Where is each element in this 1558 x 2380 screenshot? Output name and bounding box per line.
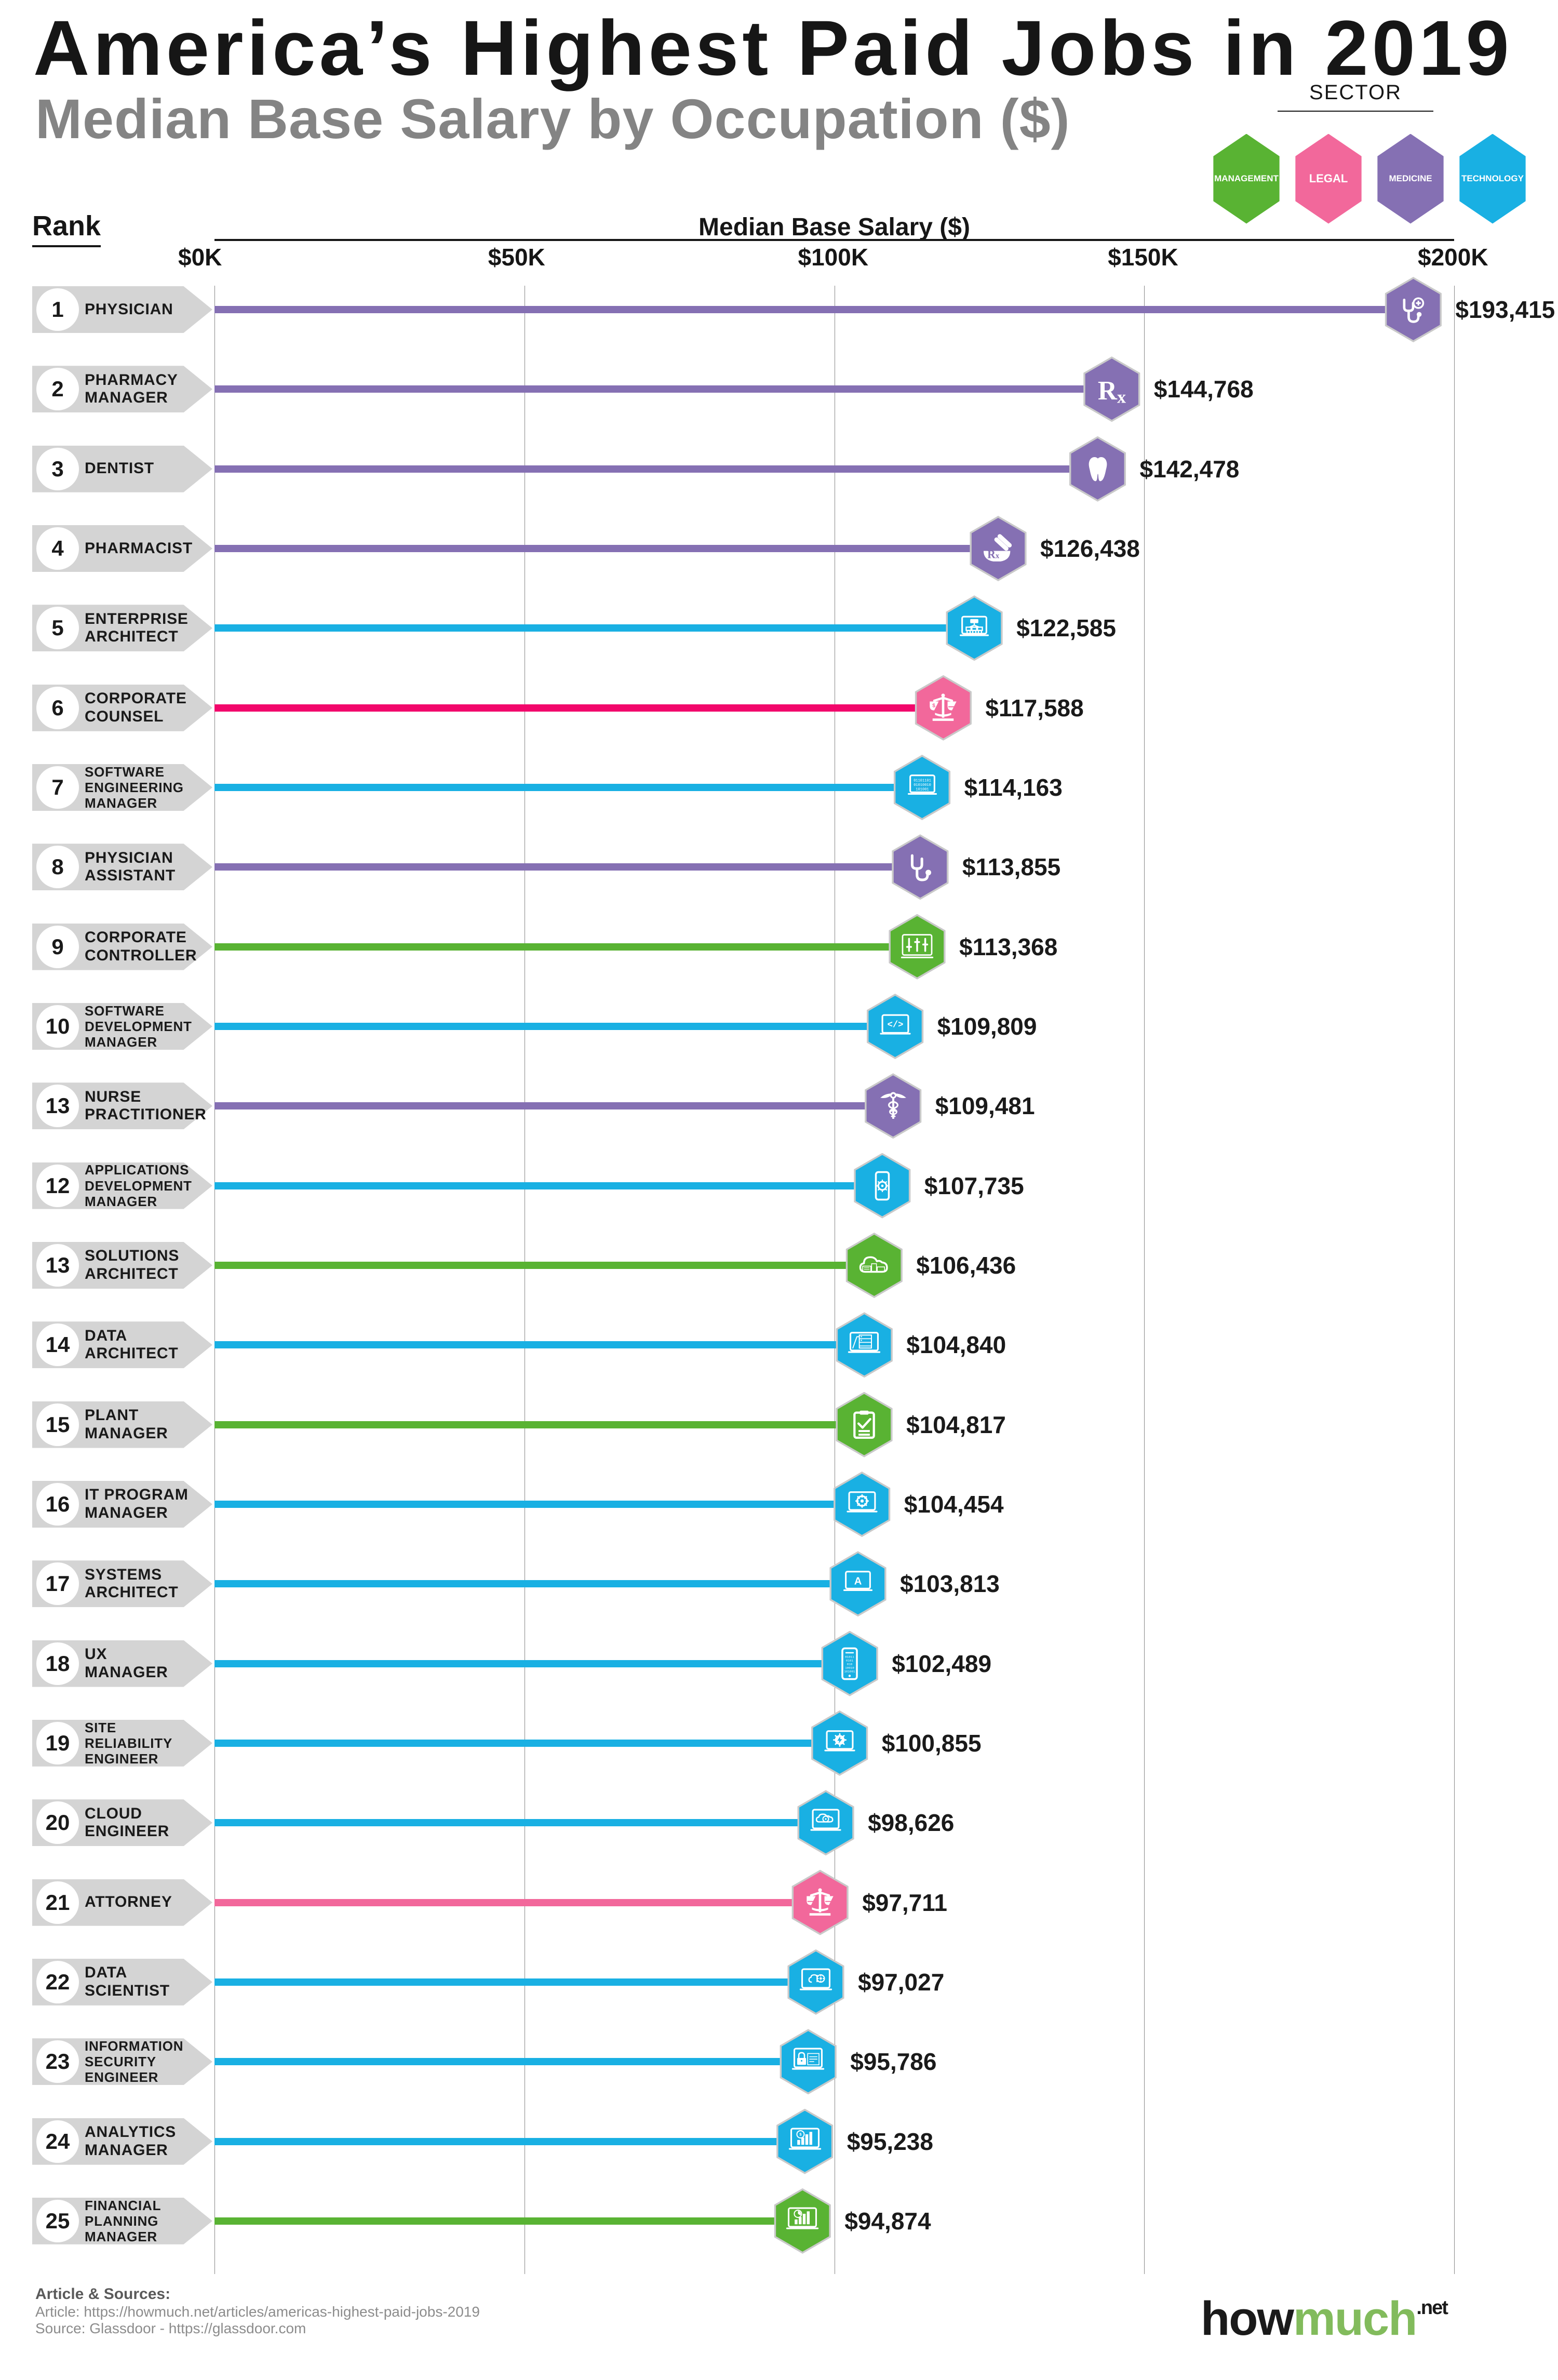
- svg-text:A: A: [854, 1576, 862, 1587]
- svg-text:01101101: 01101101: [914, 779, 931, 783]
- svg-text:10010: 10010: [845, 1666, 854, 1669]
- svg-text:$: $: [799, 2132, 802, 2136]
- svg-text:0101: 0101: [846, 1659, 853, 1662]
- svg-text:Rx: Rx: [987, 549, 1000, 561]
- svg-text:01011: 01011: [845, 1655, 854, 1659]
- svg-text:</>: </>: [887, 1021, 903, 1031]
- svg-text:101001: 101001: [844, 1669, 855, 1673]
- svg-text:01010010: 01010010: [914, 783, 931, 787]
- svg-text:Rx: Rx: [1098, 377, 1126, 407]
- svg-text:$: $: [933, 703, 936, 708]
- svg-text:010: 010: [847, 1662, 853, 1666]
- svg-text:101001: 101001: [916, 787, 929, 792]
